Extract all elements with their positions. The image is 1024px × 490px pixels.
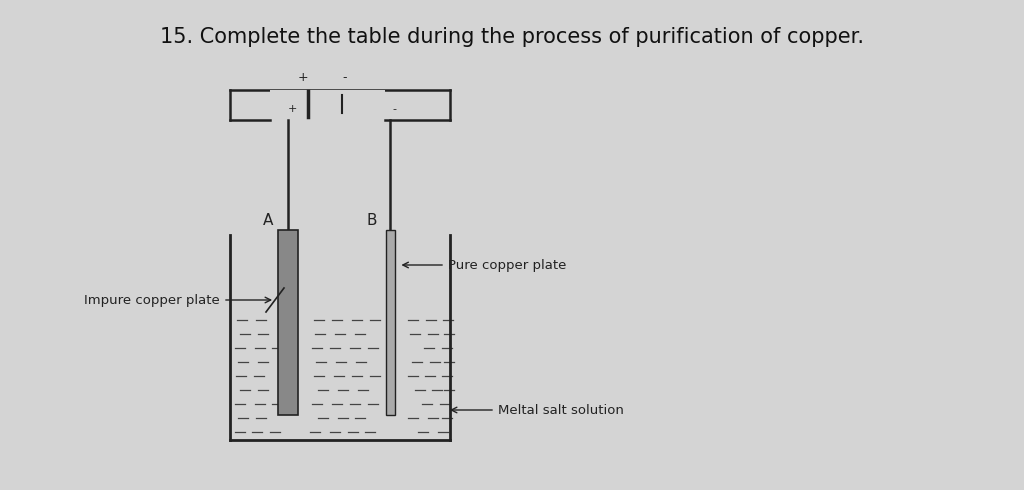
Text: Impure copper plate: Impure copper plate <box>84 294 220 307</box>
Bar <box>270 90 385 118</box>
Bar <box>278 230 298 415</box>
Text: 15. Complete the table during the process of purification of copper.: 15. Complete the table during the proces… <box>160 27 864 47</box>
Text: B: B <box>367 213 378 228</box>
Text: Pure copper plate: Pure copper plate <box>447 259 566 271</box>
Text: +: + <box>288 104 297 114</box>
Text: -: - <box>392 104 396 114</box>
Text: Meltal salt solution: Meltal salt solution <box>498 403 624 416</box>
Text: -: - <box>343 71 347 84</box>
Bar <box>385 230 394 415</box>
Text: A: A <box>262 213 273 228</box>
Text: +: + <box>298 71 308 84</box>
